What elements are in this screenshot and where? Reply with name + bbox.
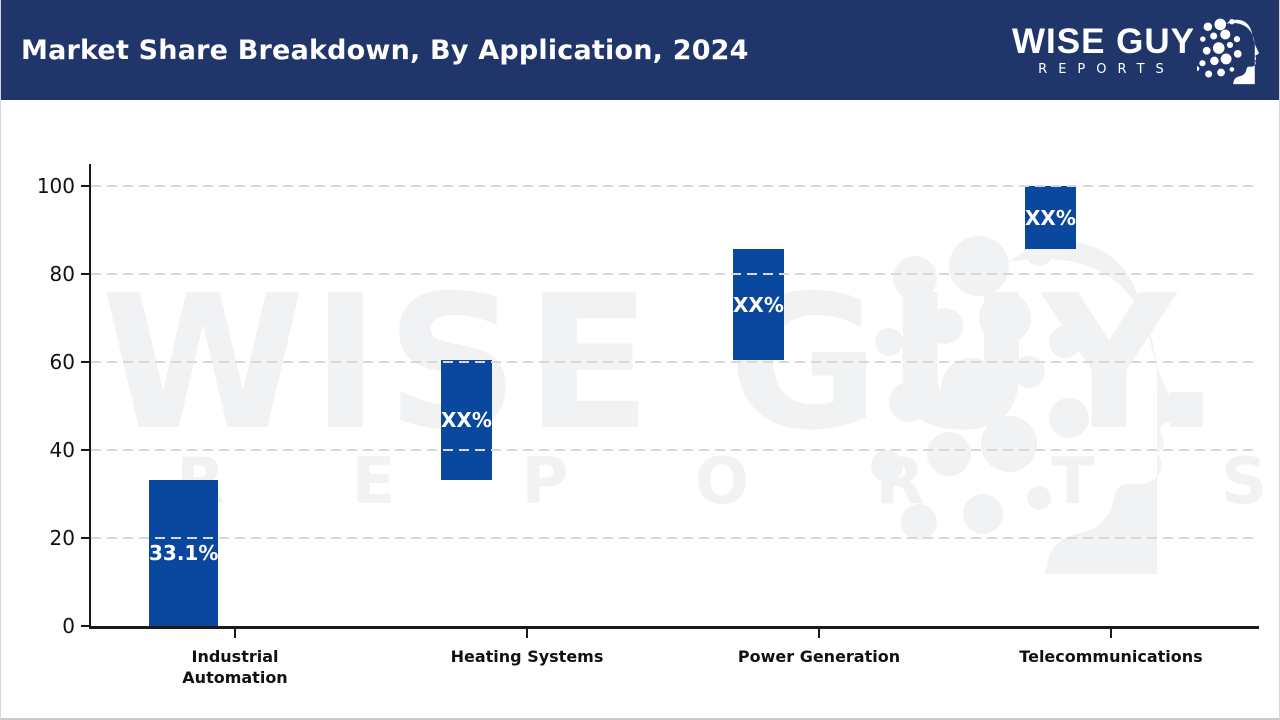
bar-2: XX% (441, 359, 492, 481)
header-bar: Market Share Breakdown, By Application, … (1, 0, 1279, 100)
brand-subtitle: REPORTS (1038, 62, 1175, 77)
gridline-20 (91, 537, 1259, 539)
y-tick-label: 60 (49, 350, 75, 374)
bar-1: 33.1% (149, 480, 219, 626)
gridline-80 (91, 273, 1259, 275)
logo-head-icon (1197, 18, 1259, 85)
bar-4: XX% (1025, 186, 1076, 250)
plot-area: 33.1% XX% XX% XX% (89, 164, 1259, 629)
watermark-head-icon (871, 236, 1178, 574)
y-tick-mark (81, 625, 89, 627)
y-tick-label: 100 (36, 174, 75, 198)
watermark-subtitle: R E P O R T S (176, 445, 1280, 519)
bar-value-label: 33.1% (149, 541, 219, 566)
gridline-40 (91, 449, 1259, 451)
y-tick-label: 40 (49, 438, 75, 462)
bar-value-label: XX% (1025, 205, 1076, 230)
x-tick-mark (1110, 629, 1112, 638)
bar-value-label: XX% (733, 292, 784, 317)
y-tick-mark (81, 449, 89, 451)
brand-logo: WISE GUY REPORTS (1012, 10, 1261, 90)
chart-region: WISE GUY. R E P O R T S 33.1% XX% XX% XX% 0… (1, 100, 1280, 718)
y-tick-label: 80 (49, 262, 75, 286)
x-axis-label: Heating Systems (450, 647, 604, 666)
x-axis-label: Power Generation (737, 647, 901, 666)
y-tick-label: 0 (62, 614, 75, 638)
gridline-100 (91, 185, 1259, 187)
y-tick-mark (81, 185, 89, 187)
bar-value-label: XX% (441, 408, 492, 433)
gridline-60 (91, 361, 1259, 363)
y-tick-label: 20 (49, 526, 75, 550)
x-axis-label: Telecommunications (1019, 647, 1203, 666)
y-tick-mark (81, 273, 89, 275)
brand-logo-text: WISE GUY REPORTS (1012, 24, 1195, 76)
chart-title: Market Share Breakdown, By Application, … (21, 34, 749, 66)
x-tick-mark (526, 629, 528, 638)
y-tick-mark (81, 361, 89, 363)
x-tick-mark (234, 629, 236, 638)
bar-3: XX% (733, 249, 784, 360)
x-tick-mark (818, 629, 820, 638)
brand-name: WISE GUY (1011, 22, 1195, 61)
y-tick-mark (81, 537, 89, 539)
x-axis-label: Industrial Automation (182, 647, 288, 687)
